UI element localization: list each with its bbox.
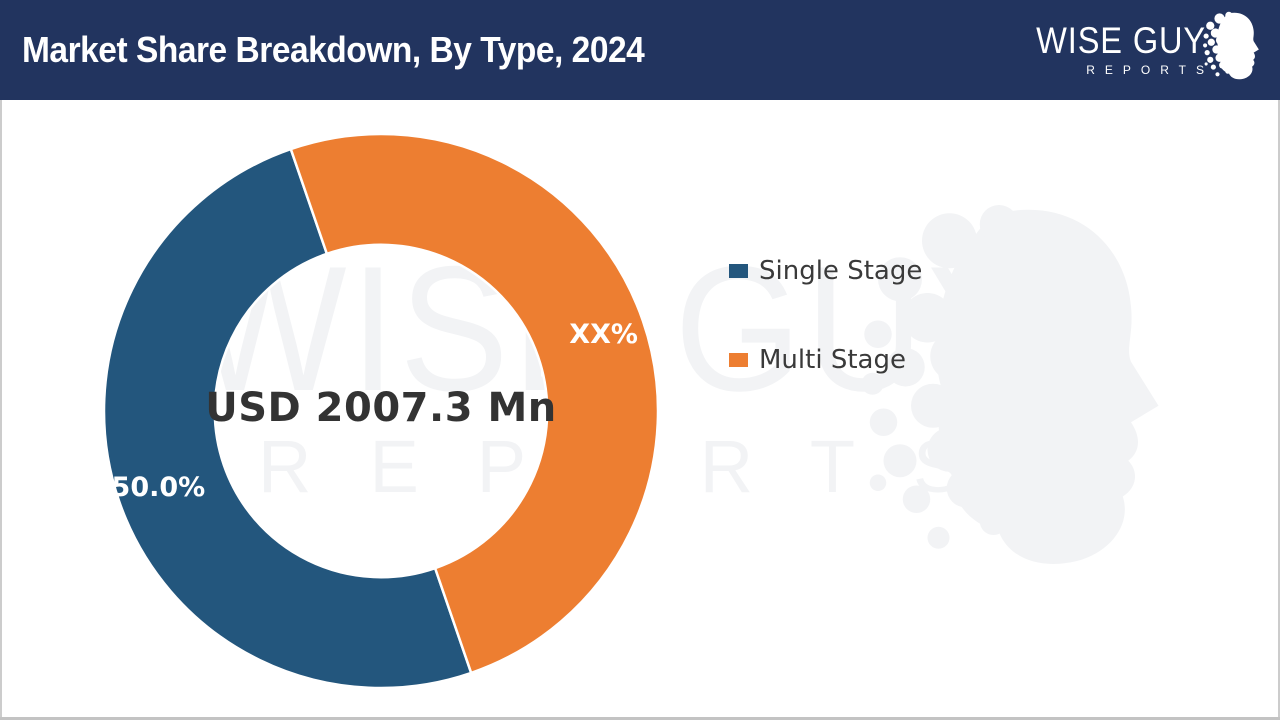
legend-label-single-stage: Single Stage [759, 256, 923, 286]
frame-edge-left [0, 100, 2, 720]
legend-item-multi-stage: Multi Stage [729, 343, 906, 377]
legend-swatch-multi-stage [729, 353, 748, 367]
slice-label-multi-stage: XX% [569, 319, 638, 350]
brand-wordmark-line1: WISE GUY [1036, 20, 1206, 61]
legend-item-single-stage: Single Stage [729, 254, 922, 288]
frame-edge-bottom [0, 717, 1280, 720]
legend-swatch-single-stage [729, 264, 748, 278]
brand-face-icon [1202, 10, 1264, 88]
frame-edge-right [1278, 100, 1280, 720]
brand-subtext: REPORTS [1086, 63, 1214, 77]
brand-wordmark: WISE GUY REPORTS [1013, 20, 1206, 78]
page-title: Market Share Breakdown, By Type, 2024 [22, 29, 645, 70]
pie-slice-single-stage [102, 147, 473, 690]
center-value-label: USD 2007.3 Mn [205, 385, 557, 431]
header-bar: Market Share Breakdown, By Type, 2024 WI… [0, 0, 1280, 100]
legend-label-multi-stage: Multi Stage [759, 345, 906, 375]
pie-slice-multi-stage [289, 132, 660, 675]
brand-logo: WISE GUY REPORTS [1014, 12, 1264, 92]
slice-label-single-stage: 50.0% [112, 472, 206, 503]
